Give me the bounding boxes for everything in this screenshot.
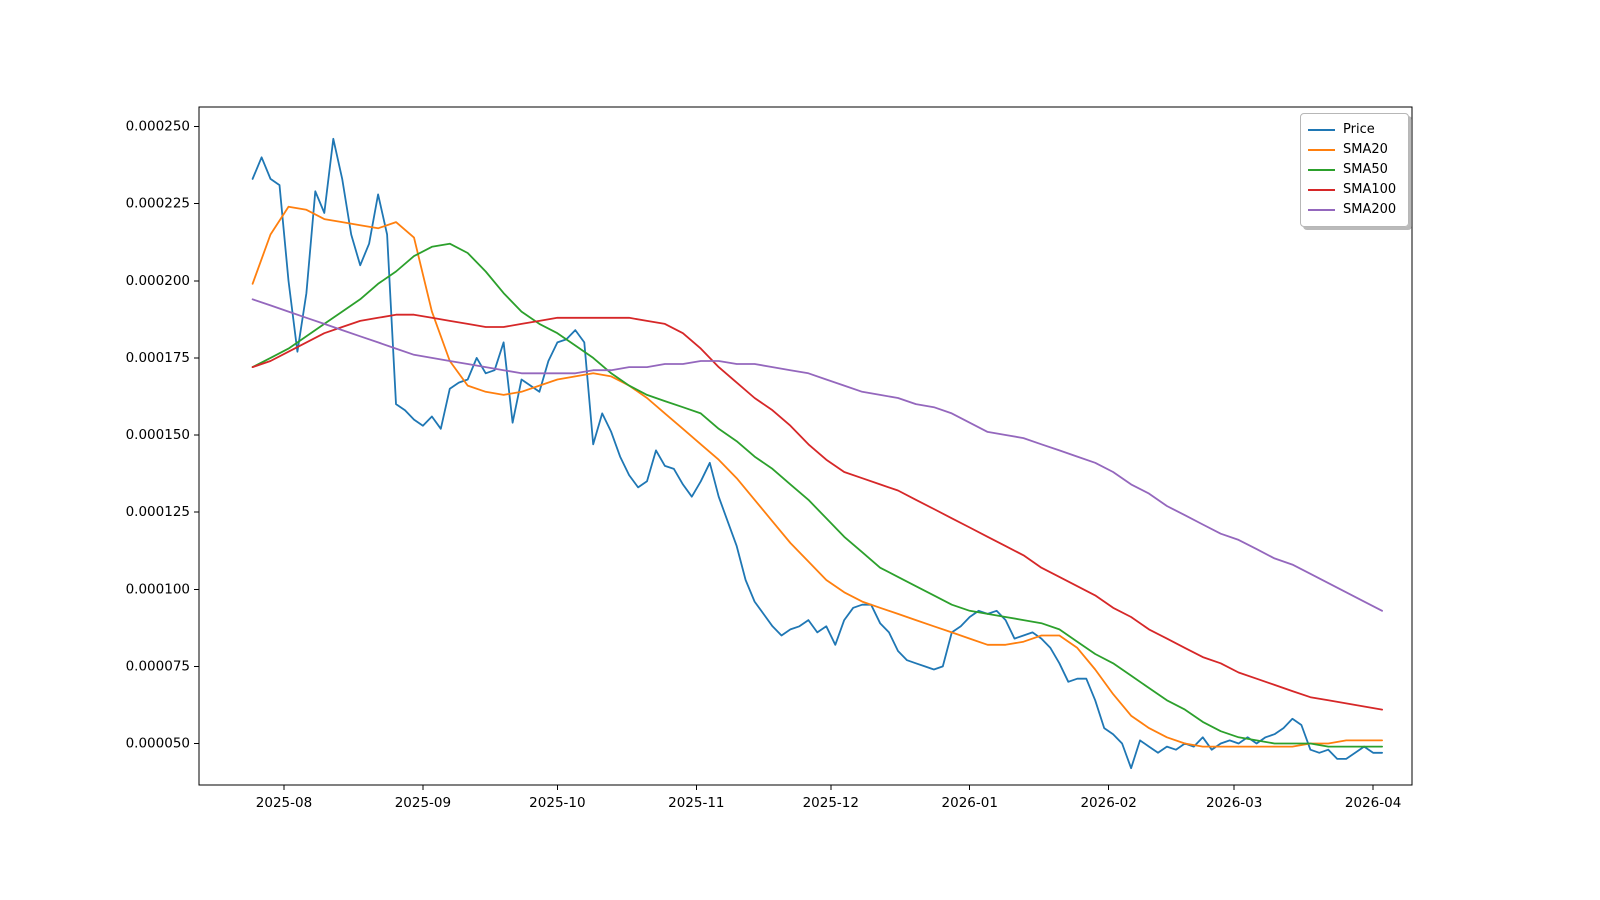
- series-sma200-line: [251, 298, 1383, 612]
- legend-entry-price: Price: [1308, 120, 1400, 140]
- legend-entry-sma50: SMA50: [1308, 160, 1400, 180]
- legend-line-swatch-sma50: [1308, 169, 1335, 171]
- series-sma20-line: [251, 205, 1383, 748]
- legend-entry-sma20: SMA20: [1308, 140, 1400, 160]
- y-tick-label: 0.000100: [126, 581, 190, 597]
- y-tick-label: 0.000150: [126, 427, 190, 443]
- axes-border: [198, 106, 1413, 786]
- y-tick-label: 0.000225: [126, 196, 190, 212]
- x-tick-label: 2025-11: [668, 795, 724, 811]
- x-tick-label: 2026-04: [1345, 795, 1401, 811]
- legend-line-swatch-price: [1308, 129, 1335, 131]
- y-tick-label: 0.000250: [126, 119, 190, 135]
- legend-label-sma100: SMA100: [1343, 182, 1397, 197]
- y-tick-label: 0.000200: [126, 273, 190, 289]
- series-price-line: [251, 137, 1383, 770]
- y-tick-label: 0.000050: [126, 736, 190, 752]
- x-tick-label: 2026-03: [1206, 795, 1262, 811]
- x-tick-label: 2025-09: [395, 795, 451, 811]
- legend-entry-sma100: SMA100: [1308, 180, 1400, 200]
- x-tick-label: 2025-08: [256, 795, 312, 811]
- x-tick-label: 2026-02: [1080, 795, 1136, 811]
- y-tick-label: 0.000125: [126, 504, 190, 520]
- legend-entry-sma200: SMA200: [1308, 200, 1400, 220]
- legend-label-sma50: SMA50: [1343, 162, 1388, 177]
- x-tick-label: 2025-10: [529, 795, 585, 811]
- legend-line-swatch-sma200: [1308, 209, 1335, 211]
- series-sma100-line: [251, 313, 1383, 711]
- legend-label-sma200: SMA200: [1343, 202, 1397, 217]
- legend-label-sma20: SMA20: [1343, 142, 1388, 157]
- legend-line-swatch-sma20: [1308, 149, 1335, 151]
- y-tick-label: 0.000175: [126, 350, 190, 366]
- legend-label-price: Price: [1343, 122, 1375, 137]
- y-tick-label: 0.000075: [126, 658, 190, 674]
- legend-line-swatch-sma100: [1308, 189, 1335, 191]
- legend: Price SMA20 SMA50 SMA100 SMA200: [1300, 113, 1409, 227]
- x-tick-label: 2025-12: [803, 795, 859, 811]
- series-sma50-line: [251, 242, 1383, 748]
- x-tick-label: 2026-01: [942, 795, 998, 811]
